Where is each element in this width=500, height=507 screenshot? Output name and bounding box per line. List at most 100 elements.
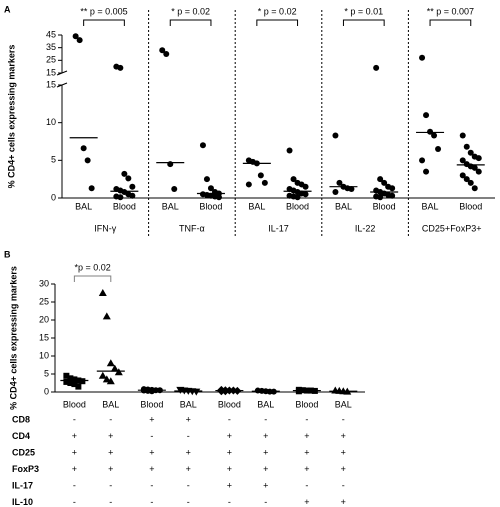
point [71, 381, 78, 388]
point [106, 359, 115, 367]
table-cell: + [72, 464, 77, 474]
point [71, 376, 78, 383]
point [377, 194, 384, 201]
point [117, 194, 124, 201]
table-cell: + [304, 497, 309, 507]
point [377, 176, 384, 183]
table-cell: - [342, 480, 345, 490]
column-label: BAL [335, 201, 352, 211]
point [332, 188, 339, 195]
point [286, 147, 293, 154]
table-cell: - [109, 414, 112, 424]
column-label: BAL [180, 399, 197, 409]
table-cell: + [108, 447, 113, 457]
point [75, 383, 82, 390]
column-label: BAL [257, 399, 274, 409]
point [423, 168, 430, 175]
table-cell: + [186, 414, 191, 424]
point [215, 194, 222, 201]
point [72, 33, 79, 40]
point [294, 194, 301, 201]
point [67, 380, 74, 386]
table-cell: - [187, 480, 190, 490]
table-cell: - [187, 431, 190, 441]
point [348, 185, 355, 192]
y-tick-label: 0 [51, 192, 56, 202]
y-tick-label: 20 [39, 314, 49, 324]
point [125, 175, 132, 182]
table-cell: - [264, 414, 267, 424]
table-cell: - [187, 497, 190, 507]
column-label: Blood [373, 201, 396, 211]
point [427, 128, 434, 135]
y-tick-label: 15 [46, 67, 56, 77]
column-label: Blood [199, 201, 222, 211]
y-tick-label: 5 [51, 155, 56, 165]
point [110, 364, 119, 372]
p-value: * p = 0.02 [258, 6, 297, 16]
point [171, 185, 178, 192]
row-label: CD4 [12, 431, 30, 441]
point [302, 191, 309, 198]
column-label: BAL [102, 399, 119, 409]
p-value: ** p = 0.005 [80, 6, 127, 16]
table-cell: + [304, 447, 309, 457]
column-label: Blood [218, 399, 241, 409]
point [257, 172, 264, 179]
p-value: *p = 0.02 [74, 262, 110, 272]
significance-bracket [73, 275, 112, 282]
significance-bracket [342, 19, 385, 26]
point [121, 170, 128, 177]
table-cell: + [227, 480, 232, 490]
table-cell: - [73, 497, 76, 507]
point [419, 157, 426, 164]
group-label: IFN-γ [94, 223, 116, 233]
column-label: Blood [286, 201, 309, 211]
y-axis-label: % CD4+ cells expressing markers [8, 266, 18, 410]
point [63, 372, 70, 379]
row-label: FoxP3 [12, 464, 39, 474]
table-cell: + [108, 431, 113, 441]
table-cell: + [341, 447, 346, 457]
axis-break [56, 82, 68, 88]
table-cell: + [341, 464, 346, 474]
point [336, 179, 343, 186]
table-cell: + [341, 431, 346, 441]
table-cell: + [149, 414, 154, 424]
table-cell: - [150, 431, 153, 441]
point [471, 164, 478, 171]
point [203, 176, 210, 183]
column-label: BAL [248, 201, 265, 211]
point [467, 149, 474, 156]
table-cell: - [73, 480, 76, 490]
p-value: ** p = 0.007 [427, 6, 474, 16]
point [84, 157, 91, 164]
point [129, 183, 136, 190]
point [419, 54, 426, 61]
y-tick-label: 5 [44, 368, 49, 378]
y-tick-label: 15 [46, 79, 56, 89]
point [207, 185, 214, 192]
table-cell: + [72, 447, 77, 457]
table-cell: - [150, 497, 153, 507]
point [102, 375, 111, 383]
point [63, 378, 70, 385]
row-label: IL-17 [12, 480, 33, 490]
point [67, 375, 74, 382]
table-cell: + [341, 497, 346, 507]
point [435, 146, 442, 153]
column-label: BAL [335, 399, 352, 409]
point [431, 132, 438, 139]
table-cell: + [149, 464, 154, 474]
point [373, 64, 380, 71]
point [98, 289, 107, 296]
y-tick-label: 15 [39, 332, 49, 342]
y-tick-label: 25 [46, 55, 56, 65]
y-tick-label: 30 [39, 278, 49, 288]
table-cell: - [150, 480, 153, 490]
panel-letter: B [4, 249, 11, 259]
panel-letter: A [4, 4, 11, 14]
table-cell: - [342, 414, 345, 424]
point [389, 192, 396, 199]
table-cell: - [305, 414, 308, 424]
